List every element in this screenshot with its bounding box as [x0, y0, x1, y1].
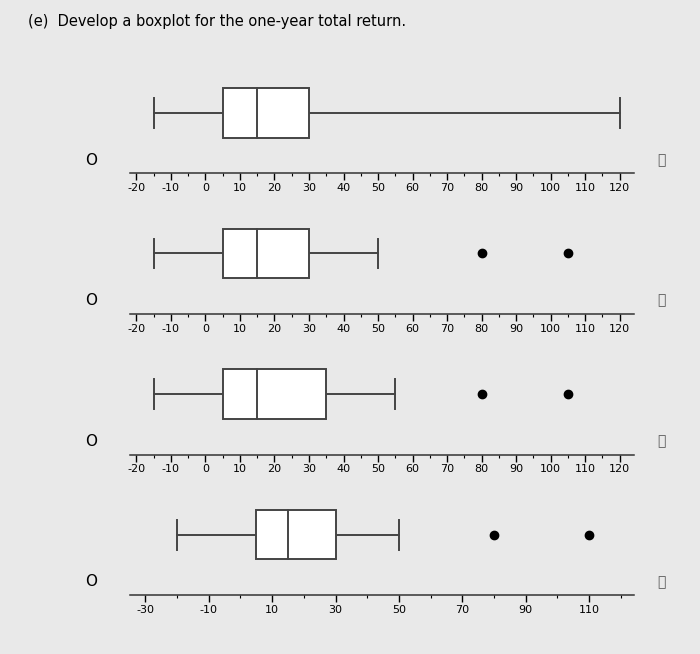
Bar [223, 88, 309, 138]
Text: ⓘ: ⓘ [657, 434, 666, 448]
Text: O: O [85, 293, 97, 308]
Text: ⓘ: ⓘ [657, 294, 666, 307]
Bar [256, 510, 335, 560]
Text: ⓘ: ⓘ [657, 575, 666, 589]
Bar [223, 369, 326, 419]
Text: O: O [85, 574, 97, 589]
Text: O: O [85, 434, 97, 449]
Text: ⓘ: ⓘ [657, 153, 666, 167]
Bar [223, 228, 309, 278]
Text: (e)  Develop a boxplot for the one-year total return.: (e) Develop a boxplot for the one-year t… [28, 14, 406, 29]
Text: O: O [85, 152, 97, 167]
